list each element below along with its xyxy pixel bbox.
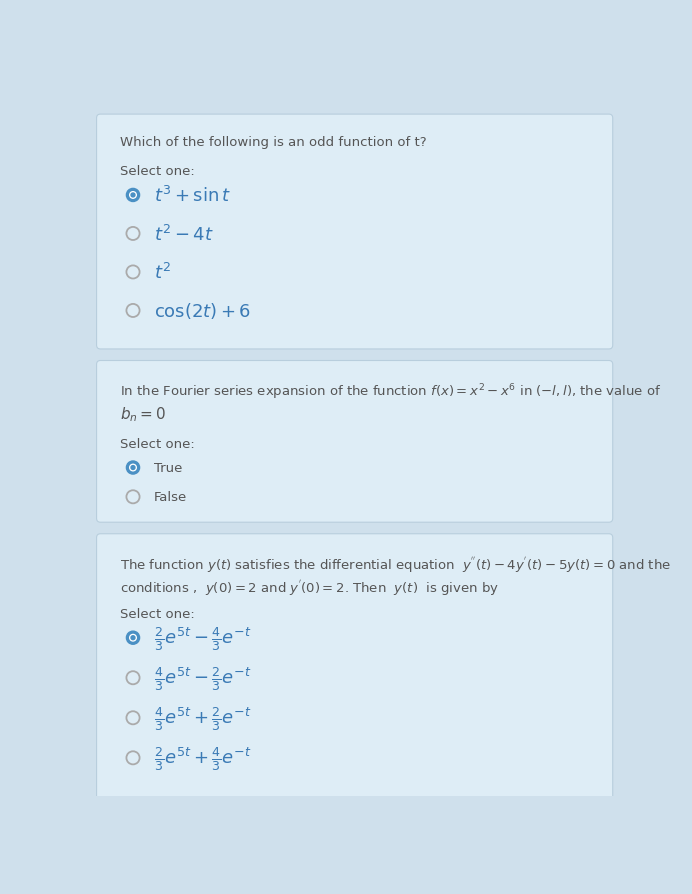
FancyBboxPatch shape	[97, 534, 612, 815]
Text: $b_n = 0$: $b_n = 0$	[120, 405, 166, 424]
Text: Select one:: Select one:	[120, 437, 194, 451]
Circle shape	[131, 636, 135, 640]
Text: $t^3 + \sin t$: $t^3 + \sin t$	[154, 186, 231, 206]
Circle shape	[127, 190, 140, 202]
Circle shape	[129, 192, 136, 199]
Text: The function $y(t)$ satisfies the differential equation  $y^{''}(t) - 4y^{'}(t) : The function $y(t)$ satisfies the differ…	[120, 555, 671, 574]
Text: $\cos(2t) + 6$: $\cos(2t) + 6$	[154, 301, 251, 321]
Circle shape	[131, 466, 135, 470]
Circle shape	[129, 635, 136, 641]
Text: $t^2$: $t^2$	[154, 263, 171, 283]
FancyBboxPatch shape	[97, 115, 612, 350]
FancyBboxPatch shape	[97, 361, 612, 523]
Text: Select one:: Select one:	[120, 165, 194, 178]
Text: Which of the following is an odd function of t?: Which of the following is an odd functio…	[120, 136, 426, 148]
Circle shape	[129, 465, 136, 471]
Text: Select one:: Select one:	[120, 607, 194, 620]
Text: $\frac{4}{3}e^{5t} + \frac{2}{3}e^{-t}$: $\frac{4}{3}e^{5t} + \frac{2}{3}e^{-t}$	[154, 704, 252, 732]
Text: $t^2 - 4t$: $t^2 - 4t$	[154, 224, 214, 244]
Circle shape	[127, 631, 140, 645]
Text: conditions ,  $y(0) = 2$ and $y^{'}(0) = 2$. Then  $y(t)$  is given by: conditions , $y(0) = 2$ and $y^{'}(0) = …	[120, 578, 499, 597]
Text: $\frac{4}{3}e^{5t} - \frac{2}{3}e^{-t}$: $\frac{4}{3}e^{5t} - \frac{2}{3}e^{-t}$	[154, 664, 252, 692]
Circle shape	[127, 461, 140, 475]
Text: $\frac{2}{3}e^{5t} - \frac{4}{3}e^{-t}$: $\frac{2}{3}e^{5t} - \frac{4}{3}e^{-t}$	[154, 624, 252, 652]
Text: $\frac{2}{3}e^{5t} + \frac{4}{3}e^{-t}$: $\frac{2}{3}e^{5t} + \frac{4}{3}e^{-t}$	[154, 744, 252, 772]
Text: True: True	[154, 461, 182, 475]
Text: False: False	[154, 491, 187, 503]
Circle shape	[131, 194, 135, 198]
Text: In the Fourier series expansion of the function $f(x) = x^2 - x^6$ in $(-l, l)$,: In the Fourier series expansion of the f…	[120, 382, 661, 401]
